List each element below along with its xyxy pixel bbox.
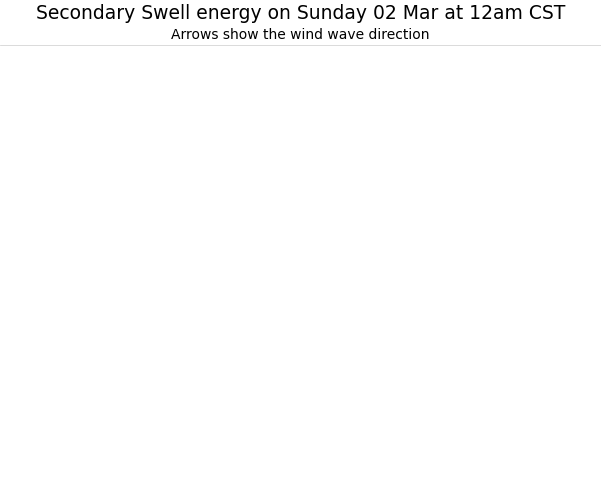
Text: cartopy required: cartopy required [219,257,382,276]
Text: Arrows show the wind wave direction: Arrows show the wind wave direction [171,28,430,42]
Text: Secondary Swell energy on Sunday 02 Mar at 12am CST: Secondary Swell energy on Sunday 02 Mar … [36,4,565,23]
